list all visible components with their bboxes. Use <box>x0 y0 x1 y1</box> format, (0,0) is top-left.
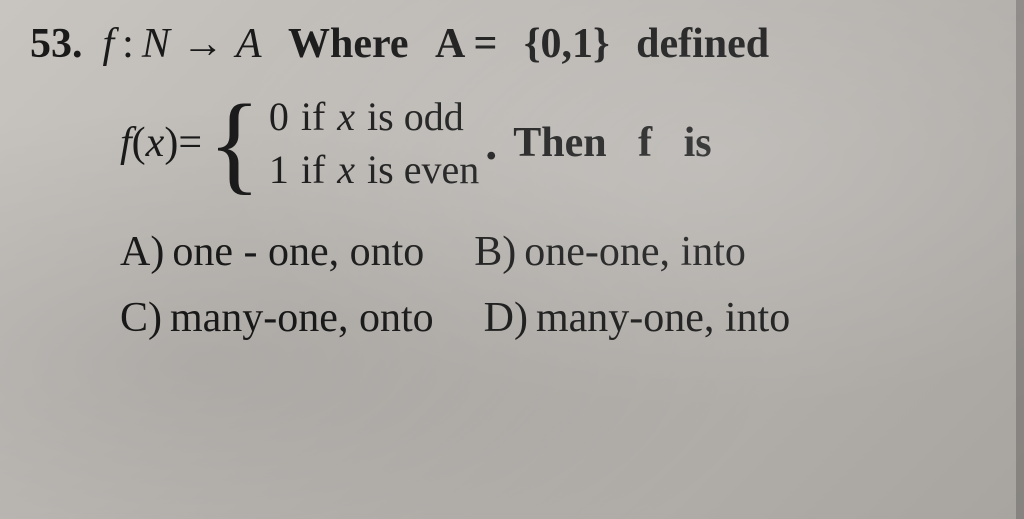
f-label: f <box>638 120 652 166</box>
option-row-1: A) one - one, onto B) one-one, into <box>120 228 994 276</box>
case1-value: 0 <box>269 93 289 140</box>
option-c-label: C) <box>120 294 162 342</box>
fx-f: f <box>120 119 132 167</box>
case2-var: x <box>337 146 355 193</box>
cases-container: 0 if x is odd 1 if x is even <box>269 93 479 193</box>
set-definition: {0,1} <box>524 20 610 68</box>
case2-if: if <box>301 146 325 193</box>
domain-set: N <box>142 20 170 68</box>
colon: : <box>122 20 134 68</box>
case1-if: if <box>301 93 325 140</box>
option-c: C) many-one, onto <box>120 294 434 342</box>
case-row-1: 0 if x is odd <box>269 93 479 140</box>
option-a-label: A) <box>120 228 164 276</box>
case2-value: 1 <box>269 146 289 193</box>
then-label: Then <box>513 120 606 166</box>
option-row-2: C) many-one, onto D) many-one, into <box>120 294 994 342</box>
fx-var: x <box>146 119 165 167</box>
case-row-2: 1 if x is even <box>269 146 479 193</box>
answer-options: A) one - one, onto B) one-one, into C) m… <box>120 228 994 342</box>
case1-cond: is odd <box>367 93 464 140</box>
option-a: A) one - one, onto <box>120 228 424 276</box>
paren-close: ) <box>164 119 178 167</box>
arrow-icon: → <box>178 20 228 68</box>
option-a-text: one - one, onto <box>172 228 424 276</box>
option-b-text: one-one, into <box>524 228 746 276</box>
piecewise-brace: { 0 if x is odd 1 if x is even <box>208 93 479 193</box>
where-label: Where <box>288 20 409 68</box>
option-b-label: B) <box>474 228 516 276</box>
page-edge-shadow <box>1016 0 1024 519</box>
equals: = <box>178 119 202 167</box>
left-brace-icon: { <box>208 99 261 187</box>
defined-label: defined <box>636 20 769 68</box>
function-definition: f ( x ) = { 0 if x is odd 1 if x is even… <box>120 93 994 193</box>
option-d-label: D) <box>484 294 528 342</box>
option-b: B) one-one, into <box>474 228 746 276</box>
case2-cond: is even <box>367 146 479 193</box>
period: . <box>485 116 497 171</box>
question-header: 53. f : N → A Where A = {0,1} defined <box>30 20 994 68</box>
case1-var: x <box>337 93 355 140</box>
is-label: is <box>684 120 712 166</box>
then-text: Then f is <box>513 119 711 167</box>
option-d-text: many-one, into <box>536 294 790 342</box>
option-d: D) many-one, into <box>484 294 791 342</box>
option-c-text: many-one, onto <box>170 294 434 342</box>
function-symbol: f <box>103 20 115 68</box>
a-equals: A = <box>435 20 497 68</box>
codomain-set: A <box>236 20 262 68</box>
paren-open: ( <box>132 119 146 167</box>
question-number: 53. <box>30 20 83 68</box>
